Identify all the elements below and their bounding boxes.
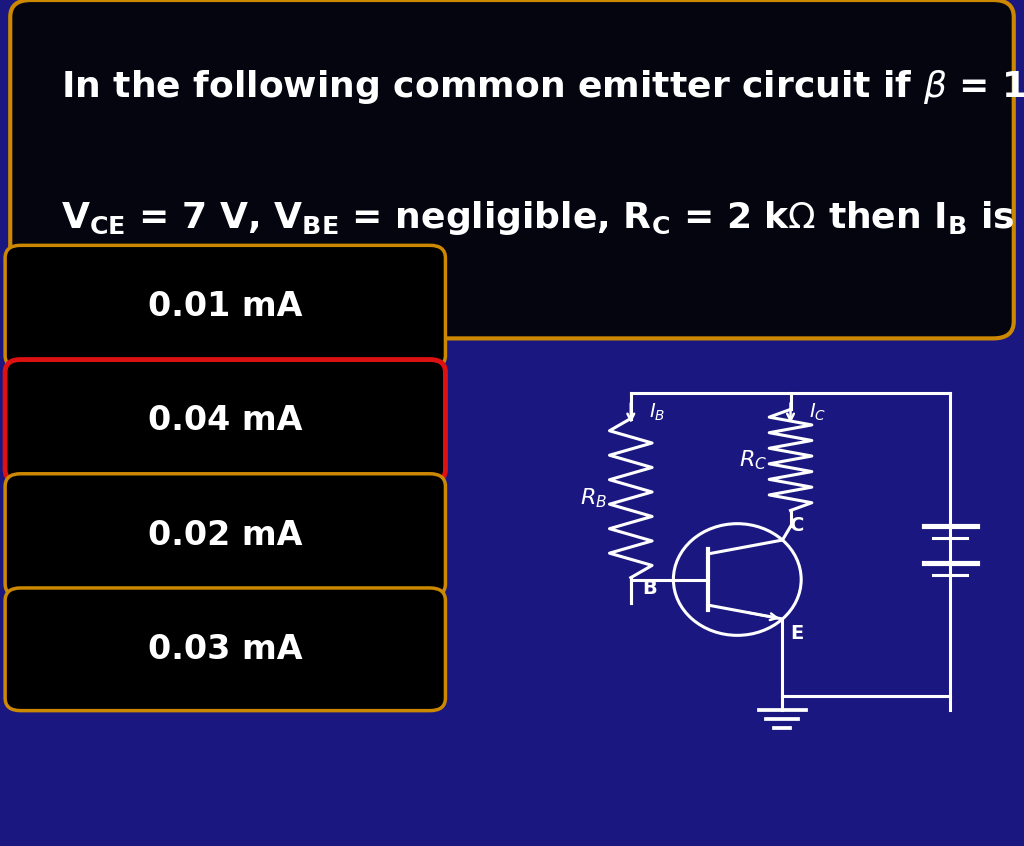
Text: 0.04 mA: 0.04 mA xyxy=(148,404,302,437)
Text: $\mathdefault{V_{CE}}$ = 7 V, $\mathdefault{V_{BE}}$ = negligible, $\mathdefault: $\mathdefault{V_{CE}}$ = 7 V, $\mathdefa… xyxy=(61,199,1024,237)
FancyBboxPatch shape xyxy=(5,360,445,482)
Text: C: C xyxy=(791,516,805,536)
Text: $R_C$: $R_C$ xyxy=(739,448,767,472)
FancyBboxPatch shape xyxy=(10,0,1014,338)
Text: 0.02 mA: 0.02 mA xyxy=(148,519,302,552)
Text: $I_B$: $I_B$ xyxy=(649,401,666,423)
Text: B: B xyxy=(642,580,656,598)
Text: In the following common emitter circuit if $\beta$ = 100,: In the following common emitter circuit … xyxy=(61,68,1024,106)
FancyBboxPatch shape xyxy=(5,588,445,711)
Text: $R_B$: $R_B$ xyxy=(580,486,607,510)
FancyBboxPatch shape xyxy=(5,245,445,368)
FancyBboxPatch shape xyxy=(5,474,445,596)
Text: E: E xyxy=(791,624,804,643)
Text: 0.03 mA: 0.03 mA xyxy=(147,633,303,666)
Text: 0.01 mA: 0.01 mA xyxy=(148,290,302,323)
Text: $I_C$: $I_C$ xyxy=(809,401,826,423)
